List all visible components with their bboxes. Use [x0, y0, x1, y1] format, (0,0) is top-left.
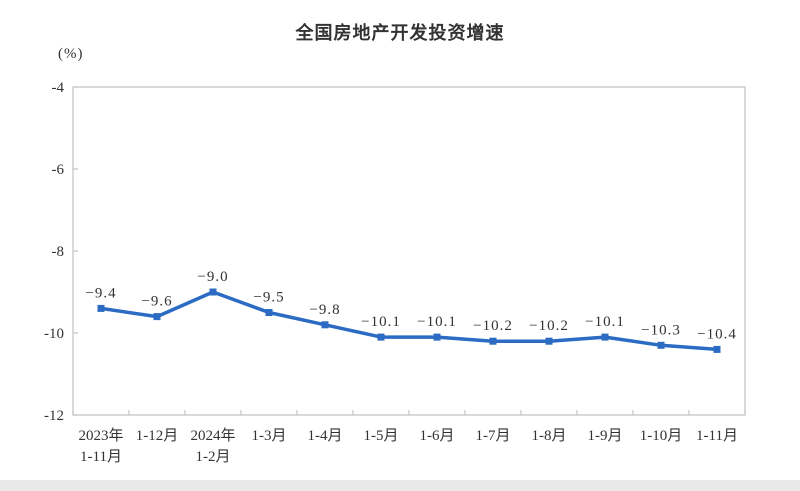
data-point-marker — [657, 341, 665, 349]
data-point-label: −9.8 — [309, 302, 340, 318]
x-axis-category-label: 1-7月 — [476, 428, 511, 444]
data-point-marker — [321, 321, 329, 329]
chart-title: 全国房地产开发投资增速 — [295, 23, 505, 43]
x-axis-category-label: 2023年 1-11月 — [78, 427, 123, 465]
data-point-label: −10.1 — [585, 314, 625, 330]
page-footer-strip — [0, 480, 800, 491]
data-point-marker — [713, 345, 721, 353]
x-axis-category-label: 1-6月 — [420, 428, 455, 444]
data-point-marker — [377, 333, 385, 341]
data-point-label: −9.5 — [253, 290, 284, 306]
data-point-marker — [97, 304, 105, 312]
y-axis-tick-label: -8 — [52, 244, 65, 260]
plot-border — [72, 86, 746, 416]
data-point-marker — [209, 288, 217, 296]
data-point-label: −9.4 — [85, 285, 116, 301]
data-point-marker — [545, 337, 553, 345]
x-axis-category-label: 1-10月 — [640, 428, 683, 444]
x-axis-category-label: 1-4月 — [308, 428, 343, 444]
data-point-label: −10.2 — [473, 318, 513, 334]
data-point-label: −10.3 — [641, 322, 681, 338]
data-line — [99, 290, 719, 352]
y-axis-tick-label: -4 — [52, 80, 65, 96]
x-axis-category-label: 1-5月 — [364, 428, 399, 444]
data-point-label: −9.6 — [141, 294, 172, 310]
data-point-marker — [153, 313, 161, 321]
data-point-label: −10.4 — [697, 326, 737, 342]
y-axis-tick-label: -10 — [44, 326, 64, 342]
x-axis-category-label: 2024年 1-2月 — [190, 427, 235, 465]
x-axis-category-label: 1-11月 — [696, 428, 738, 444]
y-axis-tick-label: -12 — [44, 408, 64, 424]
data-point-label: −9.0 — [197, 269, 228, 285]
y-axis-tick-label: -6 — [52, 162, 65, 178]
data-point-marker — [433, 333, 441, 341]
data-point-marker — [489, 337, 497, 345]
data-point-label: −10.2 — [529, 318, 569, 334]
data-point-marker — [601, 333, 609, 341]
x-axis-category-label: 1-3月 — [252, 428, 287, 444]
x-axis-category-label: 1-12月 — [136, 428, 179, 444]
data-point-marker — [265, 309, 273, 316]
data-point-label: −10.1 — [361, 314, 401, 330]
y-axis-unit-label: (%) — [58, 46, 84, 62]
data-point-label: −10.1 — [417, 314, 457, 330]
x-axis-category-label: 1-8月 — [532, 428, 567, 444]
x-axis-category-label: 1-9月 — [588, 428, 623, 444]
